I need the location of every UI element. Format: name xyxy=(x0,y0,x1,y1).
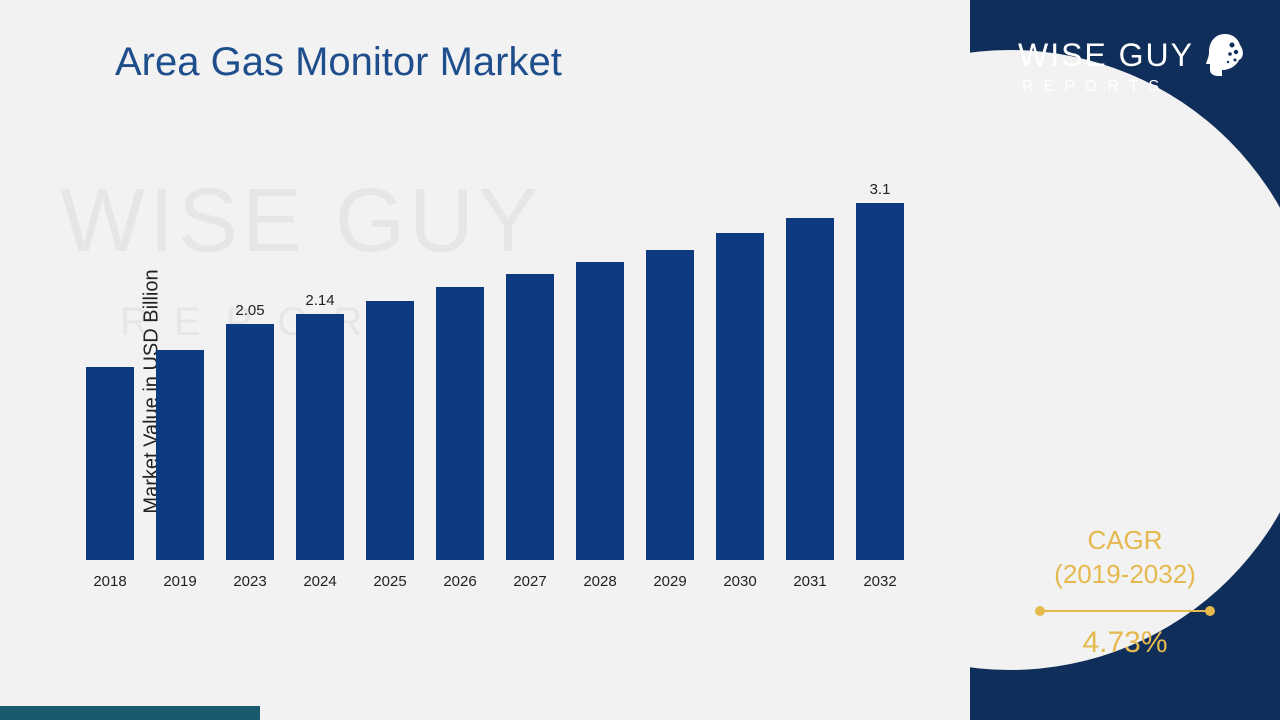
bar-value-label: 2.05 xyxy=(235,302,264,320)
bar-group xyxy=(710,211,770,560)
bottom-accent-bar xyxy=(0,706,260,720)
bar-value-label: 3.1 xyxy=(870,181,891,199)
bar-group xyxy=(780,196,840,560)
chart-title: Area Gas Monitor Market xyxy=(115,40,562,85)
bar xyxy=(86,367,134,560)
x-tick-label: 2019 xyxy=(150,573,210,590)
bar-group xyxy=(640,228,700,560)
bar xyxy=(366,301,414,560)
bar-group xyxy=(360,279,420,560)
x-tick-label: 2028 xyxy=(570,573,630,590)
x-tick-label: 2026 xyxy=(430,573,490,590)
cagr-block: CAGR (2019-2032) 4.73% xyxy=(1010,524,1240,660)
bar-group: 3.1 xyxy=(850,181,910,560)
x-tick-label: 2032 xyxy=(850,573,910,590)
bar xyxy=(576,262,624,560)
bars-container: 2.05 2.14 3.1 xyxy=(80,160,910,560)
x-tick-label: 2018 xyxy=(80,573,140,590)
bar-group: 2.14 xyxy=(290,292,350,560)
bar-group xyxy=(80,345,140,560)
logo-text-bottom: REPORTS xyxy=(1022,78,1250,96)
logo-text-top: WISE GUY xyxy=(1018,37,1194,74)
bar-group: 2.05 xyxy=(220,302,280,560)
cagr-divider xyxy=(1040,610,1210,612)
x-tick-label: 2024 xyxy=(290,573,350,590)
bar xyxy=(856,203,904,560)
x-tick-label: 2031 xyxy=(780,573,840,590)
bar xyxy=(156,350,204,560)
head-icon xyxy=(1200,30,1250,80)
cagr-label: CAGR (2019-2032) xyxy=(1010,524,1240,592)
bar xyxy=(226,324,274,560)
bar-value-label: 2.14 xyxy=(305,292,334,310)
cagr-value: 4.73% xyxy=(1010,626,1240,660)
bar xyxy=(506,274,554,560)
bar xyxy=(296,314,344,560)
x-tick-label: 2025 xyxy=(360,573,420,590)
bar xyxy=(786,218,834,560)
x-tick-label: 2029 xyxy=(640,573,700,590)
bar-group xyxy=(570,240,630,560)
x-axis-labels: 2018 2019 2023 2024 2025 2026 2027 2028 2029 2030… xyxy=(80,573,910,590)
bar xyxy=(646,250,694,560)
brand-logo: WISE GUY REPORTS xyxy=(1018,30,1250,96)
bar-group xyxy=(500,252,560,560)
x-tick-label: 2030 xyxy=(710,573,770,590)
bar xyxy=(436,287,484,560)
x-tick-label: 2023 xyxy=(220,573,280,590)
bar xyxy=(716,233,764,560)
bar-group xyxy=(150,328,210,560)
x-tick-label: 2027 xyxy=(500,573,560,590)
bar-group xyxy=(430,265,490,560)
bar-chart: 2.05 2.14 3.1 2018 2019 2023 2024 2025 2026 2027… xyxy=(80,160,910,590)
